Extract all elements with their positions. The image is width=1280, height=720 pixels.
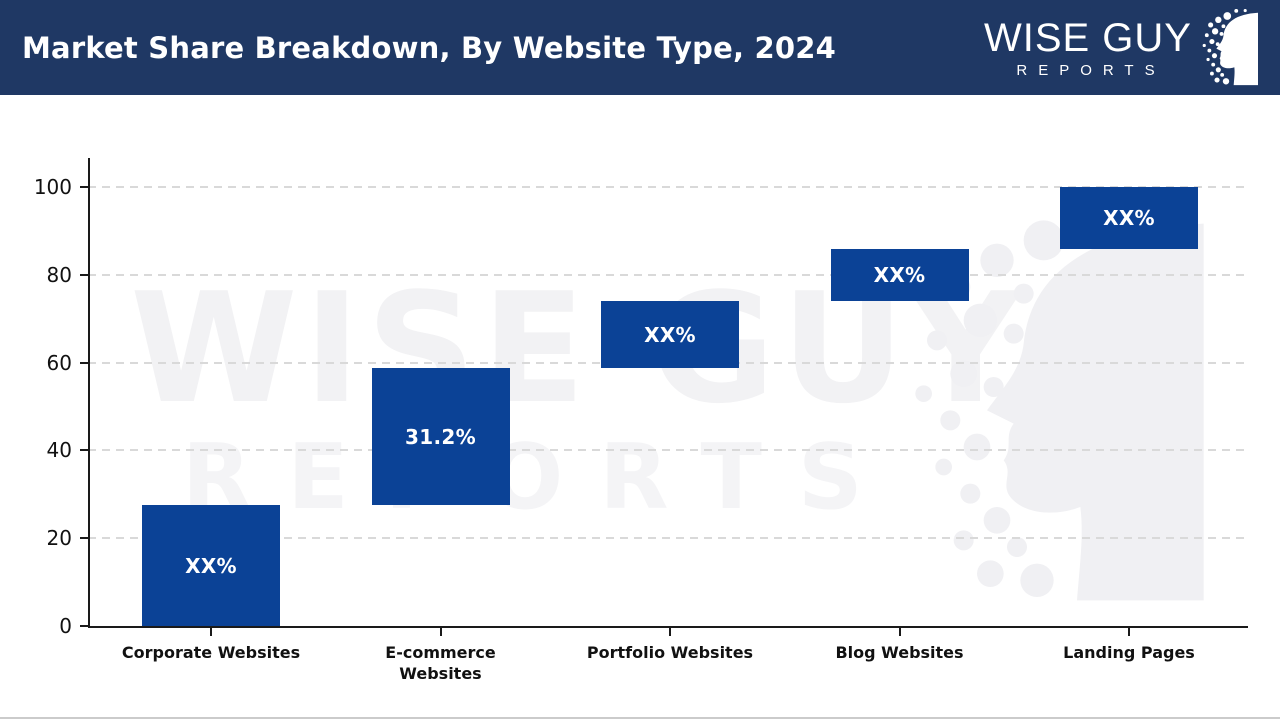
x-tick-e-commerce-websites bbox=[439, 628, 442, 636]
bar-e-commerce-websites: 31.2% bbox=[371, 368, 510, 506]
y-tick-label-0: 0 bbox=[59, 614, 72, 638]
y-tick-20 bbox=[80, 537, 88, 540]
bar-portfolio-websites: XX% bbox=[601, 301, 739, 369]
y-tick-0 bbox=[80, 625, 88, 627]
header-bar: Market Share Breakdown, By Website Type,… bbox=[0, 0, 1280, 95]
x-tick-label-portfolio-websites: Portfolio Websites bbox=[586, 643, 754, 662]
bar-blog-websites: XX% bbox=[830, 248, 969, 302]
gridline-100 bbox=[88, 186, 1248, 188]
logo-subtext: REPORTS bbox=[1016, 61, 1166, 79]
page-title: Market Share Breakdown, By Website Type,… bbox=[22, 30, 837, 65]
x-axis-line bbox=[88, 626, 1248, 628]
wise-guy-reports-logo: WISE GUY REPORTS bbox=[984, 8, 1258, 87]
gridline-80 bbox=[88, 273, 1248, 276]
x-tick-label-landing-pages: Landing Pages bbox=[1063, 643, 1195, 662]
bar-value-label-landing-pages: XX% bbox=[1103, 205, 1155, 230]
bar-value-label-corporate-websites: XX% bbox=[185, 553, 237, 578]
plot-area: WISE GUY REPORTS 0 20 40 60 80 100 XX% Corporat… bbox=[0, 95, 1280, 720]
y-tick-100 bbox=[80, 186, 88, 188]
y-tick-label-20: 20 bbox=[46, 526, 72, 551]
watermark-subtext: REPORTS bbox=[182, 425, 899, 530]
y-tick-label-100: 100 bbox=[33, 175, 72, 199]
bar-landing-pages: XX% bbox=[1060, 187, 1198, 249]
y-tick-label-40: 40 bbox=[46, 438, 72, 463]
y-tick-80 bbox=[80, 273, 88, 276]
bar-value-label-e-commerce-websites: 31.2% bbox=[405, 424, 476, 449]
gridline-20 bbox=[88, 537, 1248, 540]
gridline-40 bbox=[88, 449, 1248, 452]
bar-value-label-blog-websites: XX% bbox=[873, 263, 926, 287]
x-tick-label-corporate-websites: Corporate Websites bbox=[121, 643, 301, 662]
dotted-face-icon bbox=[1202, 8, 1258, 85]
bar-value-label-portfolio-websites: XX% bbox=[644, 322, 696, 347]
bar-corporate-websites: XX% bbox=[142, 505, 280, 626]
x-tick-portfolio-websites bbox=[669, 628, 671, 636]
y-tick-label-60: 60 bbox=[46, 350, 72, 375]
logo-text: WISE GUY REPORTS bbox=[984, 18, 1192, 78]
y-tick-label-80: 80 bbox=[46, 262, 72, 287]
x-tick-landing-pages bbox=[1128, 628, 1130, 636]
x-tick-corporate-websites bbox=[210, 628, 212, 636]
bottom-border bbox=[0, 717, 1280, 719]
x-tick-label-blog-websites: Blog Websites bbox=[835, 643, 964, 662]
x-tick-blog-websites bbox=[898, 628, 901, 636]
y-tick-40 bbox=[80, 449, 88, 452]
logo-wordmark: WISE GUY bbox=[983, 15, 1192, 60]
y-axis-line bbox=[88, 158, 90, 628]
y-tick-60 bbox=[80, 361, 88, 364]
x-tick-label-e-commerce-websites: E-commerce Websites bbox=[385, 643, 496, 683]
